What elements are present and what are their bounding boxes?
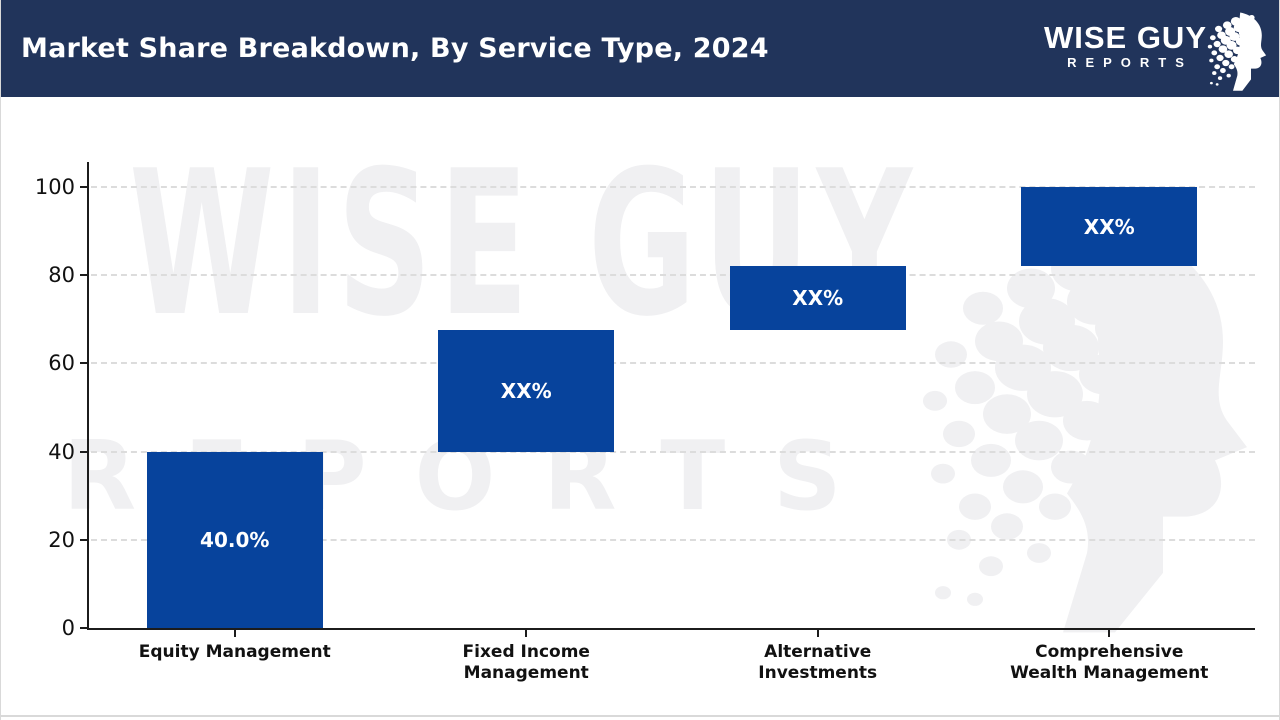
gridline-40 xyxy=(91,450,1255,453)
bar-value-label: 40.0% xyxy=(200,527,270,552)
y-tick-label-0: 0 xyxy=(61,616,75,640)
y-tick-80 xyxy=(80,274,89,277)
y-tick-0 xyxy=(80,627,89,629)
logo-text: WISE GUY REPORTS xyxy=(1044,22,1207,71)
y-tick-label-20: 20 xyxy=(48,527,75,552)
bar-value-label: XX% xyxy=(500,378,552,403)
header-bar: Market Share Breakdown, By Service Type,… xyxy=(1,0,1279,97)
y-tick-label-80: 80 xyxy=(48,263,75,288)
gridline-80 xyxy=(91,274,1255,277)
x-tick-2 xyxy=(816,628,819,637)
bar-comprehensive-wealth-management: XX% xyxy=(1021,187,1198,267)
y-tick-label-40: 40 xyxy=(48,439,75,464)
bar-alternative-investments: XX% xyxy=(729,266,906,331)
x-tick-3 xyxy=(1108,628,1111,637)
x-category-label: Alternative Investments xyxy=(758,642,878,683)
gridline-60 xyxy=(91,362,1255,365)
bar-equity-management: 40.0% xyxy=(146,451,323,628)
wise-guy-logo: WISE GUY REPORTS xyxy=(1017,10,1269,91)
y-tick-100 xyxy=(80,186,89,188)
y-axis-line xyxy=(87,162,89,630)
x-category-label: Equity Management xyxy=(138,642,331,662)
logo-subtext: REPORTS xyxy=(1067,55,1193,70)
x-tick-1 xyxy=(525,628,528,637)
bar-fixed-income-management: XX% xyxy=(438,330,615,452)
x-category-label: Comprehensive Wealth Management xyxy=(1010,642,1209,683)
chart-title: Market Share Breakdown, By Service Type,… xyxy=(21,33,769,64)
plot-area: 0 20 40 60 80 100 40.0% Equity Management XX% Fix… xyxy=(1,97,1279,715)
x-axis-line xyxy=(87,628,1255,630)
bar-value-label: XX% xyxy=(792,286,844,311)
dotted-head-icon xyxy=(1207,12,1267,91)
y-tick-60 xyxy=(80,362,89,365)
y-tick-label-60: 60 xyxy=(48,351,75,376)
gridline-20 xyxy=(91,538,1255,541)
bottom-border xyxy=(1,715,1279,717)
x-category-label: Fixed Income Management xyxy=(462,642,590,683)
x-tick-0 xyxy=(233,628,236,637)
gridline-100 xyxy=(91,186,1255,188)
y-tick-label-100: 100 xyxy=(34,175,75,199)
y-tick-20 xyxy=(80,538,89,541)
bar-value-label: XX% xyxy=(1083,214,1135,239)
chart-canvas: WISE GUY REPORTS 0 20 40 60 80 100 40.0% Equity… xyxy=(1,97,1279,715)
y-tick-40 xyxy=(80,450,89,453)
logo-wordmark: WISE GUY xyxy=(1043,20,1207,55)
